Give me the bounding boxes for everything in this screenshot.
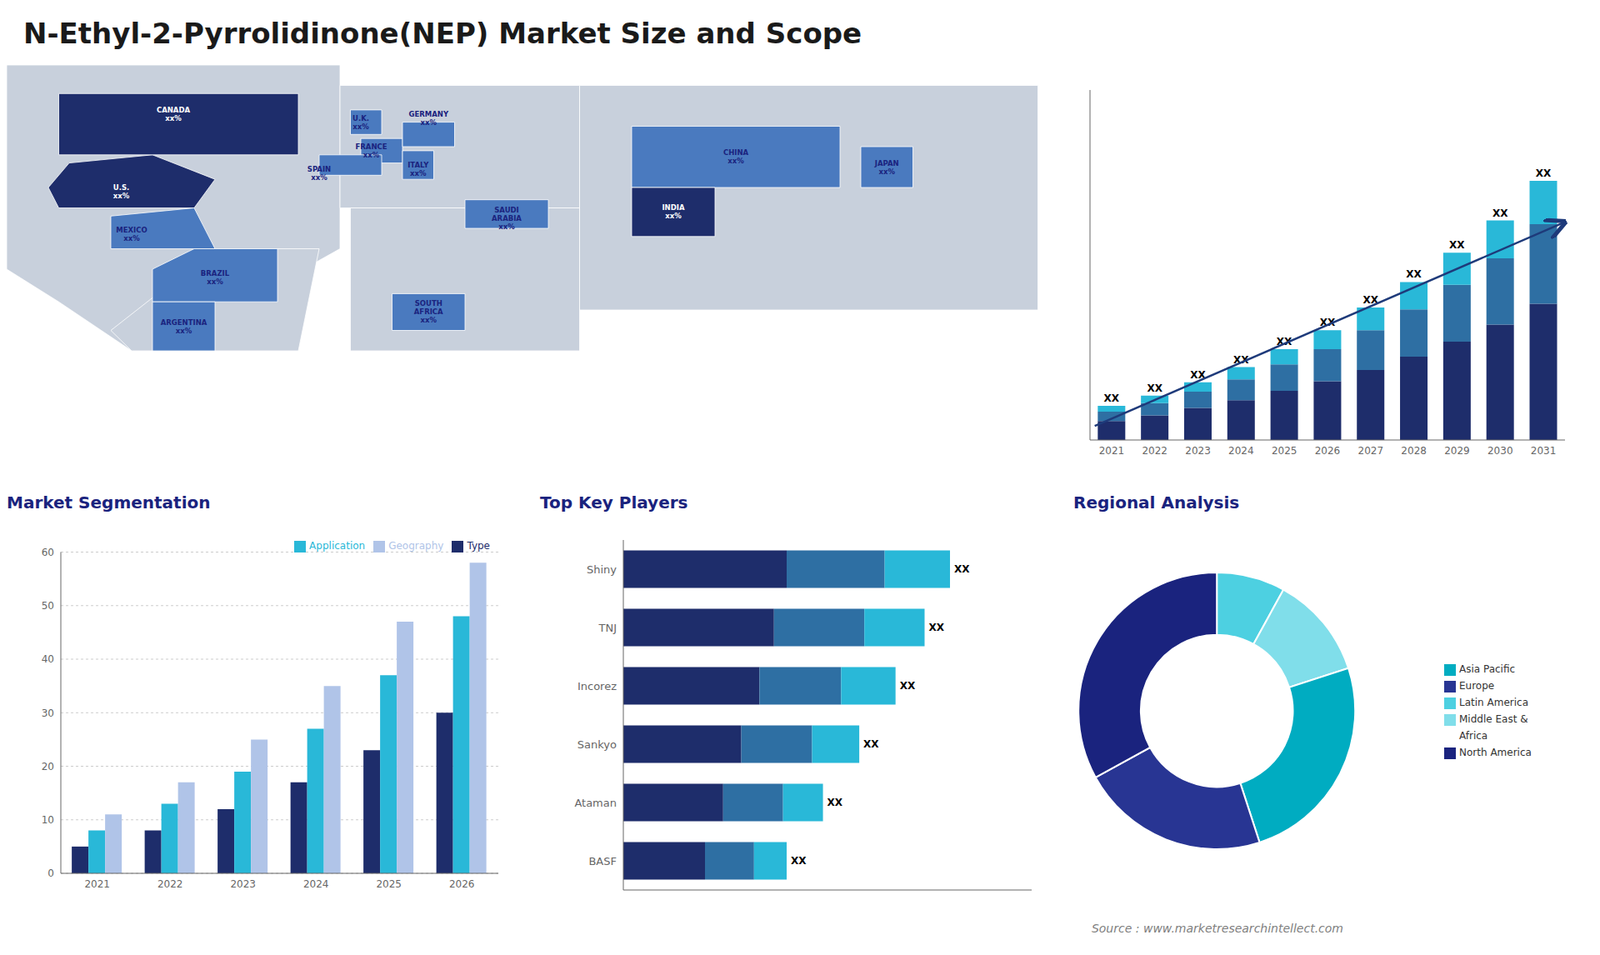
svg-text:XX: XX — [1276, 335, 1293, 348]
svg-text:10: 10 — [41, 814, 55, 826]
html-text:N-Ethyl-2-Pyrrolidinone(NEP) M: N-Ethyl-2-Pyrrolidinone(NEP) Market Size… — [23, 16, 862, 50]
svg-text:2024: 2024 — [303, 878, 330, 890]
svg-text:20: 20 — [41, 760, 55, 773]
svg-text:SOUTHAFRICAxx%: SOUTHAFRICAxx% — [414, 299, 444, 325]
svg-text:2021: 2021 — [1099, 445, 1125, 457]
svg-text:2026: 2026 — [1315, 445, 1341, 457]
svg-text:50: 50 — [41, 600, 55, 612]
svg-text:2025: 2025 — [1271, 445, 1298, 457]
svg-text:XX: XX — [954, 563, 970, 575]
svg-text:XX: XX — [900, 680, 916, 692]
svg-text:FRANCExx%: FRANCExx% — [355, 141, 387, 159]
svg-text:0: 0 — [47, 867, 55, 880]
html-text:Market Segmentation: Market Segmentation — [6, 492, 211, 513]
svg-text:2030: 2030 — [1487, 445, 1514, 457]
svg-text:Shiny: Shiny — [586, 563, 617, 576]
svg-text:60: 60 — [41, 546, 55, 559]
svg-text:2025: 2025 — [375, 878, 402, 890]
svg-text:XX: XX — [1320, 316, 1336, 329]
html-text:Latin America: Latin America — [1459, 696, 1529, 709]
svg-text:2023: 2023 — [230, 878, 256, 890]
svg-text:XX: XX — [1190, 369, 1206, 381]
svg-text:Incorez: Incorez — [577, 680, 617, 693]
svg-text:30: 30 — [41, 707, 55, 720]
html-text:Top Key Players: Top Key Players — [540, 492, 688, 513]
svg-text:BASF: BASF — [588, 855, 617, 868]
html-text:Geography: Geography — [388, 540, 444, 552]
svg-text:SAUDIARABIAxx%: SAUDIARABIAxx% — [491, 205, 522, 230]
svg-text:ITALYxx%: ITALYxx% — [407, 160, 430, 177]
svg-text:2026: 2026 — [449, 878, 475, 890]
svg-text:BRAZILxx%: BRAZILxx% — [200, 268, 230, 285]
svg-text:U.S.xx%: U.S.xx% — [113, 182, 130, 200]
html-text:Asia Pacific: Asia Pacific — [1459, 663, 1516, 675]
svg-text:INDIAxx%: INDIAxx% — [661, 203, 685, 220]
html-text:Regional Analysis: Regional Analysis — [1073, 492, 1240, 513]
svg-text:CHINAxx%: CHINAxx% — [723, 148, 750, 165]
svg-text:2024: 2024 — [1228, 445, 1255, 457]
svg-text:XX: XX — [1405, 268, 1422, 280]
svg-text:XX: XX — [1492, 207, 1509, 220]
svg-text:CANADAxx%: CANADAxx% — [156, 105, 191, 122]
svg-text:XX: XX — [1233, 354, 1250, 366]
svg-text:XX: XX — [929, 621, 945, 634]
svg-text:XX: XX — [1104, 392, 1120, 405]
svg-text:XX: XX — [863, 738, 880, 750]
svg-text:XX: XX — [1535, 167, 1552, 180]
html-text:Type: Type — [467, 540, 490, 552]
svg-text:JAPANxx%: JAPANxx% — [874, 158, 900, 175]
html-text:Europe: Europe — [1459, 680, 1495, 692]
svg-text:2023: 2023 — [1185, 445, 1211, 457]
svg-text:XX: XX — [790, 855, 807, 867]
svg-text:XX: XX — [827, 796, 844, 809]
svg-text:GERMANYxx%: GERMANYxx% — [408, 109, 449, 126]
svg-text:XX: XX — [1362, 294, 1379, 306]
svg-text:2022: 2022 — [157, 878, 184, 890]
svg-text:ARGENTINAxx%: ARGENTINAxx% — [160, 317, 208, 335]
svg-text:Ataman: Ataman — [574, 796, 617, 810]
svg-text:MEXICOxx%: MEXICOxx% — [115, 225, 147, 243]
svg-text:Sankyo: Sankyo — [577, 738, 617, 751]
svg-text:40: 40 — [41, 653, 55, 665]
svg-text:XX: XX — [1449, 239, 1465, 251]
svg-text:U.K.xx%: U.K.xx% — [352, 113, 370, 130]
svg-text:2022: 2022 — [1141, 445, 1168, 457]
svg-text:2031: 2031 — [1530, 445, 1557, 457]
svg-text:2029: 2029 — [1444, 445, 1470, 457]
svg-text:TNJ: TNJ — [598, 621, 618, 635]
svg-text:2028: 2028 — [1400, 445, 1427, 457]
html-text:North America: North America — [1459, 746, 1532, 759]
svg-text:2027: 2027 — [1358, 445, 1385, 457]
svg-text:SPAINxx%: SPAINxx% — [307, 164, 331, 181]
html-text:Middle East & Africa: Middle East & Africa — [1459, 713, 1528, 742]
svg-text:XX: XX — [1146, 382, 1163, 395]
html-text:Source : www.marketresearchint: Source : www.marketresearchintellect.com — [1091, 921, 1344, 935]
html-text:Application: Application — [309, 540, 366, 552]
svg-text:2021: 2021 — [84, 878, 110, 890]
